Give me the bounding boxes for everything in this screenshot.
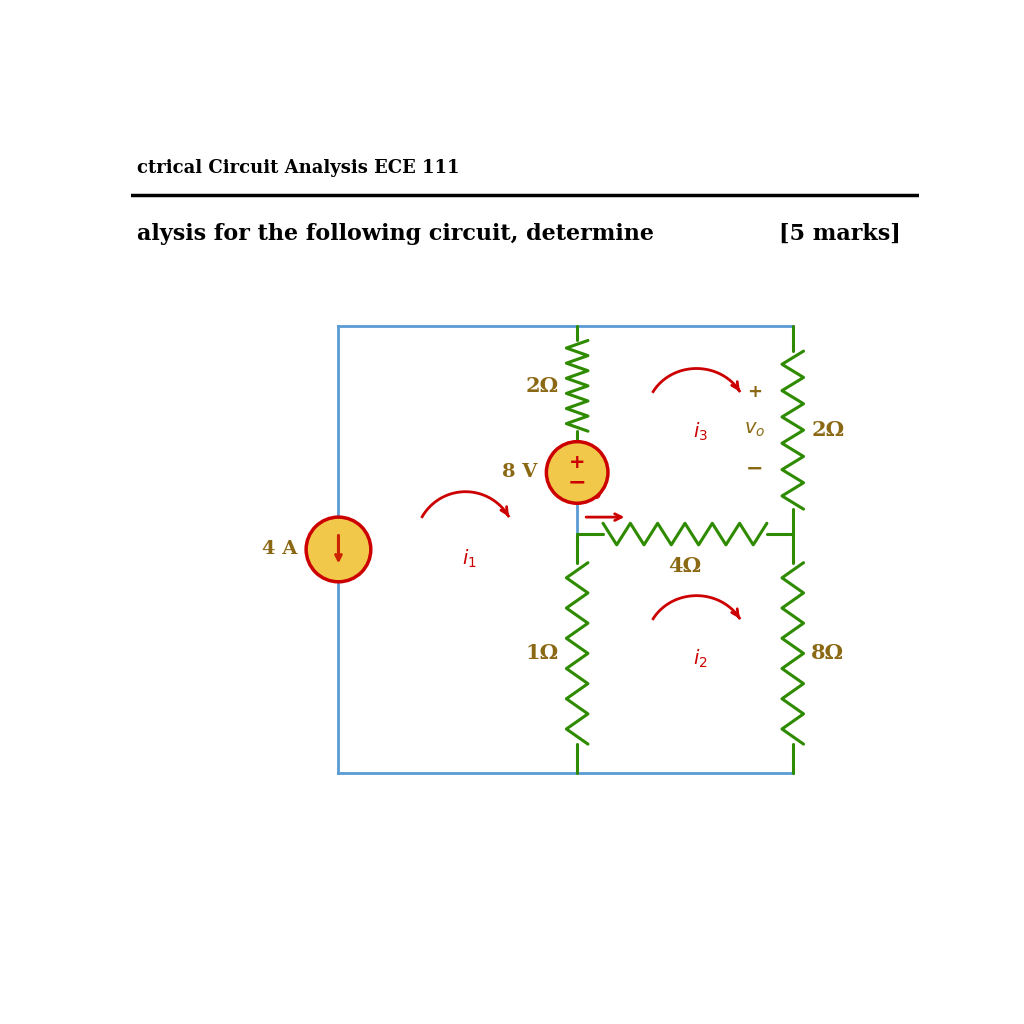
Text: [5 marks]: [5 marks] bbox=[779, 223, 900, 245]
Text: −: − bbox=[568, 473, 587, 493]
Text: $i_1$: $i_1$ bbox=[462, 548, 477, 569]
Text: 4Ω: 4Ω bbox=[669, 556, 701, 575]
Text: $v_o$: $v_o$ bbox=[743, 421, 765, 439]
Circle shape bbox=[306, 517, 371, 582]
Text: −: − bbox=[745, 459, 763, 478]
Text: alysis for the following circuit, determine: alysis for the following circuit, determ… bbox=[137, 223, 653, 245]
Text: +: + bbox=[569, 453, 586, 472]
Text: 8 V: 8 V bbox=[502, 464, 538, 481]
Text: 2Ω: 2Ω bbox=[811, 420, 845, 440]
Text: +: + bbox=[746, 383, 762, 400]
Text: $i_3$: $i_3$ bbox=[693, 421, 708, 442]
Text: $i_2$: $i_2$ bbox=[693, 647, 708, 670]
Text: 1Ω: 1Ω bbox=[525, 643, 559, 664]
Text: ctrical Circuit Analysis ECE 111: ctrical Circuit Analysis ECE 111 bbox=[137, 160, 459, 177]
Text: 4 A: 4 A bbox=[261, 541, 297, 558]
Text: 8Ω: 8Ω bbox=[811, 643, 845, 664]
Circle shape bbox=[547, 441, 608, 503]
Text: $i_o$: $i_o$ bbox=[587, 479, 602, 502]
Text: 2Ω: 2Ω bbox=[525, 376, 559, 396]
